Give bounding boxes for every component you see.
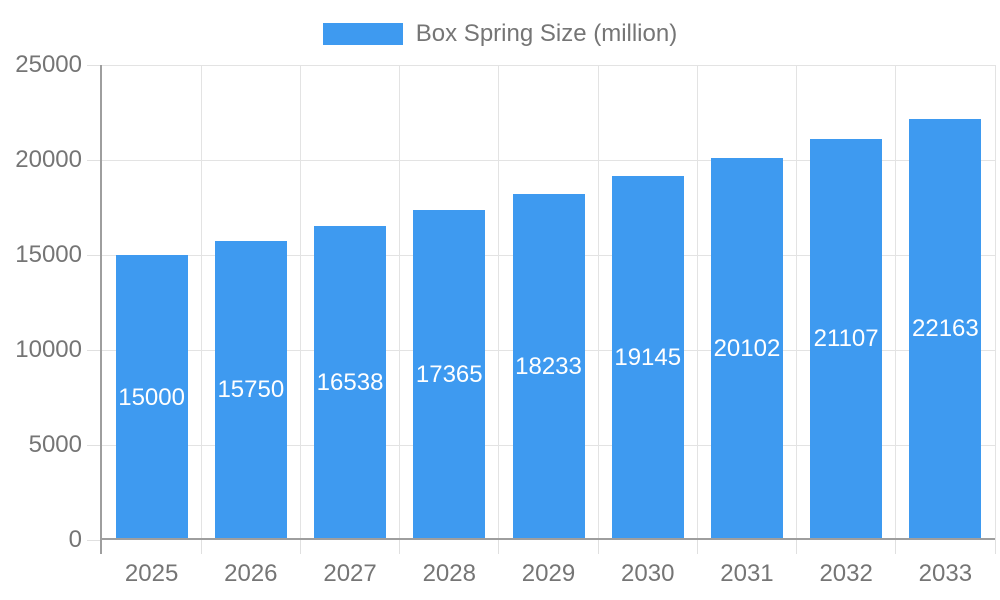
bar-value-label: 15750 xyxy=(217,376,285,404)
x-axis-category-label: 2033 xyxy=(918,560,973,587)
gridline-vertical xyxy=(895,65,897,540)
x-axis-category-label: 2025 xyxy=(124,560,179,587)
x-axis-category-label: 2028 xyxy=(422,560,476,587)
x-axis-tick xyxy=(498,540,500,554)
gridline-vertical xyxy=(299,65,301,540)
x-axis-tick xyxy=(399,540,401,554)
plot-area: 15000 15750 16538 17365 18233 19145 20102 21107… xyxy=(102,64,996,540)
bar-2032[interactable]: 21107 xyxy=(810,138,883,540)
bar-value-label: 21107 xyxy=(813,325,879,353)
gridline-vertical xyxy=(498,65,500,540)
x-axis-line xyxy=(102,538,995,540)
gridline-vertical xyxy=(696,65,698,540)
bar-value-label: 16538 xyxy=(316,368,384,396)
bar-2033[interactable]: 22163 xyxy=(909,118,982,540)
bar-2025[interactable]: 15000 xyxy=(115,255,188,540)
bar-value-label: 19145 xyxy=(614,344,682,372)
bar-2029[interactable]: 18233 xyxy=(512,193,585,540)
gridline-vertical xyxy=(200,65,202,540)
y-axis-tick-label: 10000 xyxy=(15,336,82,363)
gridline-vertical xyxy=(399,65,401,540)
x-axis-category-label: 2030 xyxy=(621,560,675,587)
x-axis-tick xyxy=(994,540,996,554)
bar-value-label: 18233 xyxy=(515,352,582,380)
bar-2028[interactable]: 17365 xyxy=(413,210,486,540)
x-axis-tick xyxy=(895,540,897,554)
bar-2027[interactable]: 16538 xyxy=(314,225,387,540)
y-axis-tick xyxy=(87,444,100,446)
x-axis-category-label: 2029 xyxy=(521,560,576,587)
bar-2030[interactable]: 19145 xyxy=(611,176,684,540)
bar-value-label: 17365 xyxy=(415,361,483,389)
x-axis-category-label: 2026 xyxy=(224,560,278,587)
y-axis-tick xyxy=(87,159,100,161)
y-axis-tick-label: 25000 xyxy=(15,51,82,78)
x-axis-tick xyxy=(796,540,798,554)
y-axis-tick-label: 5000 xyxy=(28,431,82,458)
x-axis-category-label: 2031 xyxy=(720,560,774,587)
y-axis-tick-label: 15000 xyxy=(15,241,82,268)
x-axis-tick xyxy=(200,540,202,554)
bar-value-label: 15000 xyxy=(118,383,185,411)
y-axis-tick xyxy=(87,539,100,541)
gridline-vertical xyxy=(994,65,996,540)
legend-label: Box Spring Size (million) xyxy=(415,20,678,47)
x-axis-tick xyxy=(597,540,599,554)
y-axis-tick-label: 20000 xyxy=(15,146,82,173)
gridline-vertical xyxy=(796,65,798,540)
legend[interactable]: Box Spring Size (million) xyxy=(0,16,1000,52)
x-axis-category-label: 2032 xyxy=(819,560,873,587)
gridline-horizontal xyxy=(102,64,995,66)
x-axis-tick xyxy=(696,540,698,554)
y-axis-tick xyxy=(87,64,100,66)
bar-2031[interactable]: 20102 xyxy=(710,158,783,540)
bar-2026[interactable]: 15750 xyxy=(214,240,287,540)
y-axis-tick xyxy=(87,254,100,256)
bar-value-label: 22163 xyxy=(912,315,979,343)
y-axis-tick-label: 0 xyxy=(68,526,82,553)
y-axis-line xyxy=(100,65,102,554)
gridline-vertical xyxy=(597,65,599,540)
gridline-horizontal xyxy=(102,159,995,161)
x-axis-category-label: 2027 xyxy=(323,560,377,587)
legend-swatch xyxy=(322,23,403,45)
y-axis-tick xyxy=(87,349,100,351)
x-axis-tick xyxy=(299,540,301,554)
bar-value-label: 20102 xyxy=(713,335,781,363)
